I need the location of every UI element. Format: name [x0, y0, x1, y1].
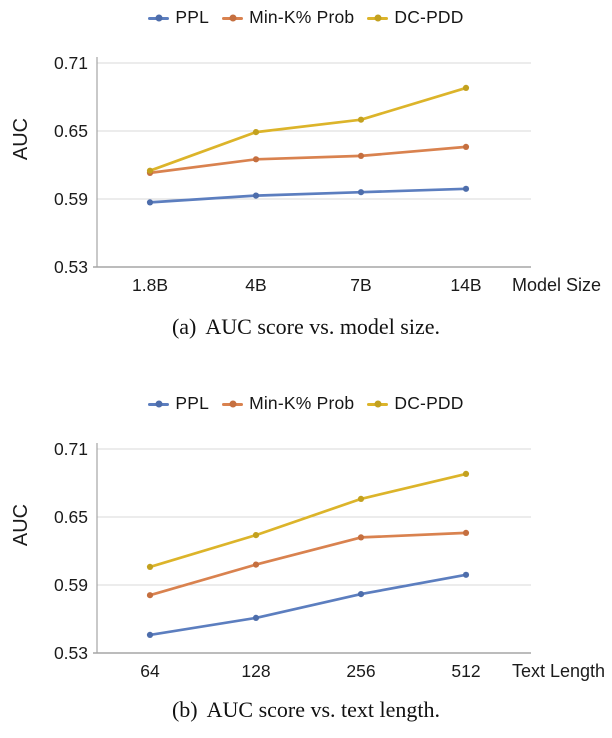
legend-item-min-k-prob: Min-K% Prob: [222, 392, 355, 414]
y-tick-label: 0.59: [54, 189, 88, 209]
x-tick-label: 7B: [350, 275, 371, 295]
data-point-marker: [462, 143, 470, 150]
data-point-marker: [252, 156, 260, 163]
legend-line-marker-icon: [222, 400, 244, 408]
series-line-min-k-prob: [148, 145, 468, 175]
axis-title-y: AUC: [10, 504, 32, 546]
legend-label: DC-PDD: [394, 6, 464, 27]
data-point-marker: [462, 529, 470, 536]
axis-title-x: Model Size: [512, 275, 601, 295]
data-point-marker: [462, 84, 470, 91]
legend-line-marker-icon: [148, 400, 170, 408]
y-tick-label: 0.53: [54, 257, 88, 277]
y-tick-label: 0.59: [54, 575, 88, 595]
data-point-marker: [146, 167, 154, 174]
figure-caption: (b) AUC score vs. text length.: [0, 697, 612, 723]
auc-vs-text-length-chart: 0.53 0.59 0.65 0.71 AUC 64 128 256 512 Text Lengt…: [10, 439, 605, 681]
figure-caption: (a) AUC score vs. model size.: [0, 314, 612, 340]
data-point-marker: [146, 631, 154, 638]
data-point-marker: [252, 192, 260, 199]
x-tick-label: 14B: [450, 275, 481, 295]
y-tick-label: 0.71: [54, 53, 88, 73]
data-point-marker: [357, 495, 365, 502]
series-line-min-k-prob: [148, 531, 468, 597]
axis-title-x: Text Length: [512, 661, 605, 681]
series-line-ppl: [148, 573, 468, 637]
y-tick-label: 0.65: [54, 507, 88, 527]
data-point-marker: [357, 591, 365, 598]
legend-item-min-k-prob: Min-K% Prob: [222, 6, 355, 28]
figure-auc-vs-model-size: PPL Min-K% Prob DC-PDD 0.53 0.59 0.65 0.71 AUC…: [0, 6, 612, 340]
y-tick-label: 0.65: [54, 121, 88, 141]
legend-line-marker-icon: [367, 14, 389, 22]
data-point-marker: [357, 152, 365, 159]
data-point-marker: [146, 563, 154, 570]
chart-legend: PPL Min-K% Prob DC-PDD: [0, 392, 612, 416]
legend-item-ppl: PPL: [148, 6, 210, 28]
data-point-marker: [252, 129, 260, 136]
legend-item-ppl: PPL: [148, 392, 210, 414]
legend-item-dc-pdd: DC-PDD: [367, 6, 464, 28]
series-line-dc-pdd: [148, 86, 468, 173]
chart-legend: PPL Min-K% Prob DC-PDD: [0, 6, 612, 30]
x-tick-label: 64: [140, 661, 160, 681]
legend-line-marker-icon: [222, 14, 244, 22]
figure-auc-vs-text-length: PPL Min-K% Prob DC-PDD 0.53 0.59 0.65 0.71 AUC…: [0, 392, 612, 723]
x-tick-label: 128: [241, 661, 270, 681]
y-tick-label: 0.71: [54, 439, 88, 459]
y-tick-label: 0.53: [54, 643, 88, 663]
data-point-marker: [252, 561, 260, 568]
data-point-marker: [357, 189, 365, 196]
legend-label: Min-K% Prob: [249, 392, 355, 413]
data-point-marker: [462, 470, 470, 477]
legend-line-marker-icon: [367, 400, 389, 408]
x-tick-label: 256: [346, 661, 375, 681]
data-point-marker: [462, 571, 470, 578]
x-tick-label: 1.8B: [132, 275, 168, 295]
legend-label: PPL: [175, 392, 210, 413]
legend-line-marker-icon: [148, 14, 170, 22]
data-point-marker: [252, 614, 260, 621]
auc-vs-model-size-chart: 0.53 0.59 0.65 0.71 AUC 1.8B 4B 7B 14B Model Size: [10, 53, 601, 295]
legend-label: PPL: [175, 6, 210, 27]
caption-text: AUC score vs. model size.: [205, 314, 441, 339]
caption-label: (a): [171, 314, 197, 339]
legend-label: Min-K% Prob: [249, 6, 355, 27]
legend-label: DC-PDD: [394, 392, 464, 413]
legend-item-dc-pdd: DC-PDD: [367, 392, 464, 414]
data-point-marker: [252, 532, 260, 539]
x-tick-label: 512: [451, 661, 480, 681]
data-point-marker: [357, 534, 365, 541]
data-point-marker: [146, 199, 154, 206]
caption-label: (b): [171, 697, 198, 722]
data-point-marker: [357, 116, 365, 123]
caption-text: AUC score vs. text length.: [206, 697, 441, 722]
series-line-dc-pdd: [148, 472, 468, 569]
data-point-marker: [462, 185, 470, 192]
data-point-marker: [146, 592, 154, 599]
axis-title-y: AUC: [10, 118, 32, 160]
series-line-ppl: [148, 187, 468, 204]
x-tick-label: 4B: [245, 275, 266, 295]
